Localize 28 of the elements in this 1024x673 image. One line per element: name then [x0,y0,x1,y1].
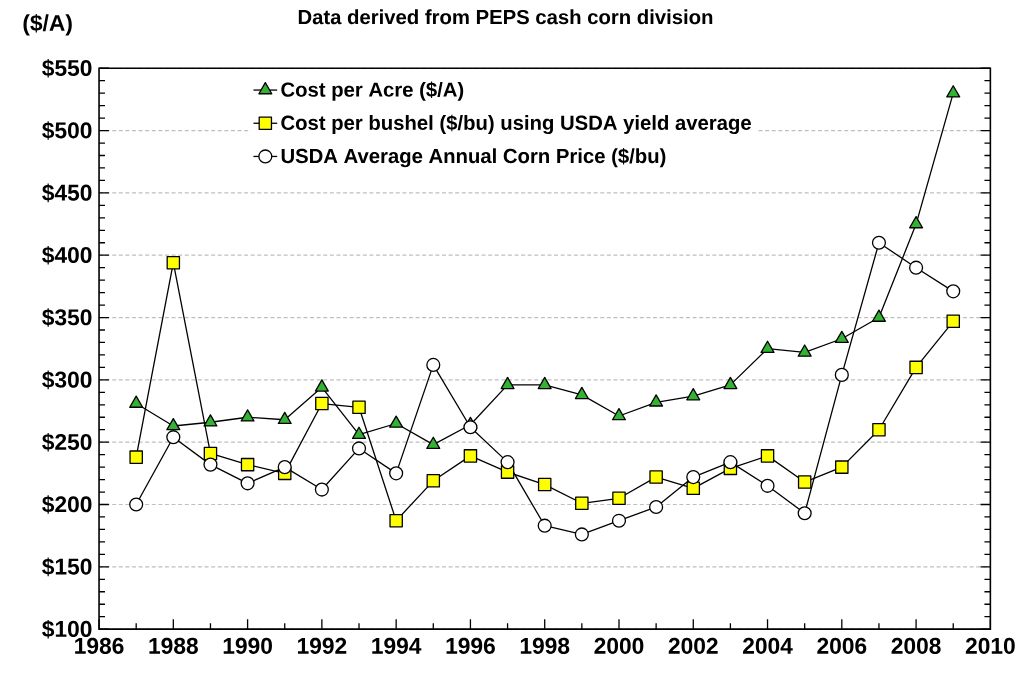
x-tick-label: 1992 [298,637,347,655]
x-tick-label: 1998 [520,637,570,655]
x-tick-label: 1988 [149,637,198,655]
x-tick-label: 2010 [965,637,1015,655]
x-tick-label: 2002 [668,637,718,655]
x-tick-label: 1986 [75,637,124,655]
x-tick-label: 1994 [372,637,422,655]
y-tick-label: $400 [42,246,92,265]
y-axis-title: ($/A) [23,14,72,36]
y-tick-label: $100 [42,620,92,639]
legend-label: USDA Average Annual Corn Price ($/bu) [281,148,666,168]
x-tick-label: 2006 [817,637,867,655]
x-tick-label: 2004 [743,637,793,655]
chart-title: Data derived from PEPS cash corn division [298,9,713,25]
y-tick-label: $350 [42,308,92,327]
legend-label: Cost per Acre ($/A) [281,81,464,101]
y-tick-label: $250 [42,433,92,452]
y-tick-label: $150 [42,557,92,577]
y-tick-label: $200 [42,495,92,514]
y-tick-label: $300 [42,370,92,390]
y-tick-label: $550 [42,59,92,78]
x-tick-label: 2000 [594,637,644,655]
x-tick-label: 1996 [446,637,495,655]
y-tick-label: $500 [42,121,92,141]
legend-label: Cost per bushel ($/bu) using USDA yield average [281,114,751,135]
x-tick-label: 1990 [223,637,272,655]
y-tick-label: $450 [42,183,92,203]
x-tick-label: 2008 [891,637,941,655]
